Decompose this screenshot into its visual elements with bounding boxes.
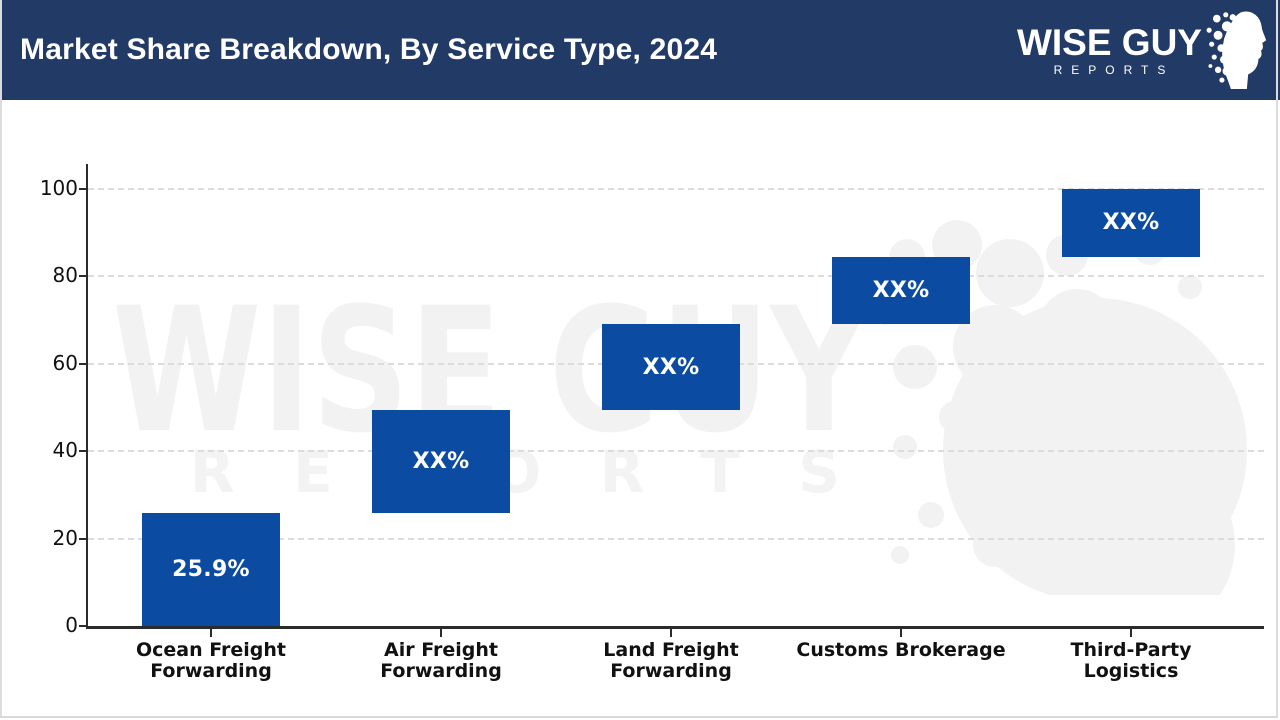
- x-axis-category-label: Ocean Freight Forwarding: [135, 639, 286, 682]
- y-axis-tick: [79, 362, 87, 365]
- x-axis-tick: [1130, 629, 1132, 637]
- x-axis-category-label: Air Freight Forwarding: [380, 639, 502, 682]
- header-bar: Market Share Breakdown, By Service Type,…: [0, 0, 1280, 100]
- y-axis-tick-label: 60: [52, 350, 78, 375]
- y-axis-tick-label: 20: [52, 525, 78, 550]
- bar-2: XX%: [372, 409, 510, 513]
- x-axis-category-label: Customs Brokerage: [796, 639, 1006, 661]
- bar-5: XX%: [1062, 189, 1200, 257]
- x-axis-category-label: Land Freight Forwarding: [603, 639, 739, 682]
- y-axis-tick: [79, 537, 87, 540]
- y-axis-tick: [79, 625, 87, 627]
- gridline: [88, 188, 1264, 190]
- bar-4: XX%: [832, 256, 970, 324]
- bar-value-label: XX%: [872, 277, 930, 303]
- watermark-line2: REPORTS: [190, 438, 840, 506]
- waterfall-chart: 0 20 40 60 80 100 25.9% Ocean Freight Forwardin…: [0, 100, 1280, 720]
- x-axis-category-label: Third-Party Logistics: [1070, 639, 1192, 682]
- gridline: [88, 275, 1264, 278]
- y-axis-tick-label: 40: [52, 438, 78, 463]
- x-axis-line: [86, 626, 1264, 629]
- gridline: [88, 450, 1264, 453]
- wiseguy-head-logo-icon: [1206, 11, 1267, 90]
- x-axis-tick: [210, 629, 212, 637]
- page-title: Market Share Breakdown, By Service Type,…: [20, 33, 718, 66]
- gridline: [88, 537, 1264, 540]
- wiseguy-logo-text: WISE GUY REPORTS: [1016, 21, 1202, 77]
- x-axis-tick: [670, 629, 672, 637]
- y-axis-tick: [79, 450, 87, 453]
- bar-3: XX%: [602, 324, 740, 410]
- wiseguy-logo-subtitle: REPORTS: [1053, 62, 1175, 77]
- x-axis-tick: [900, 629, 902, 637]
- bar-value-label: XX%: [1102, 210, 1160, 236]
- y-axis-tick: [79, 275, 87, 278]
- y-axis-tick-label: 100: [39, 176, 78, 200]
- y-axis-tick-label: 80: [52, 263, 78, 288]
- bar-value-label: XX%: [412, 448, 470, 474]
- bar-1: 25.9%: [142, 512, 280, 626]
- x-axis-tick: [440, 629, 442, 637]
- y-axis-tick: [79, 188, 87, 190]
- y-axis-line: [86, 164, 88, 628]
- y-axis-tick-label: 0: [65, 613, 78, 637]
- bar-value-label: 25.9%: [172, 556, 250, 582]
- wiseguy-logo: WISE GUY REPORTS: [1017, 6, 1268, 94]
- wiseguy-logo-name: WISE GUY: [1016, 21, 1202, 63]
- bar-value-label: XX%: [642, 354, 700, 380]
